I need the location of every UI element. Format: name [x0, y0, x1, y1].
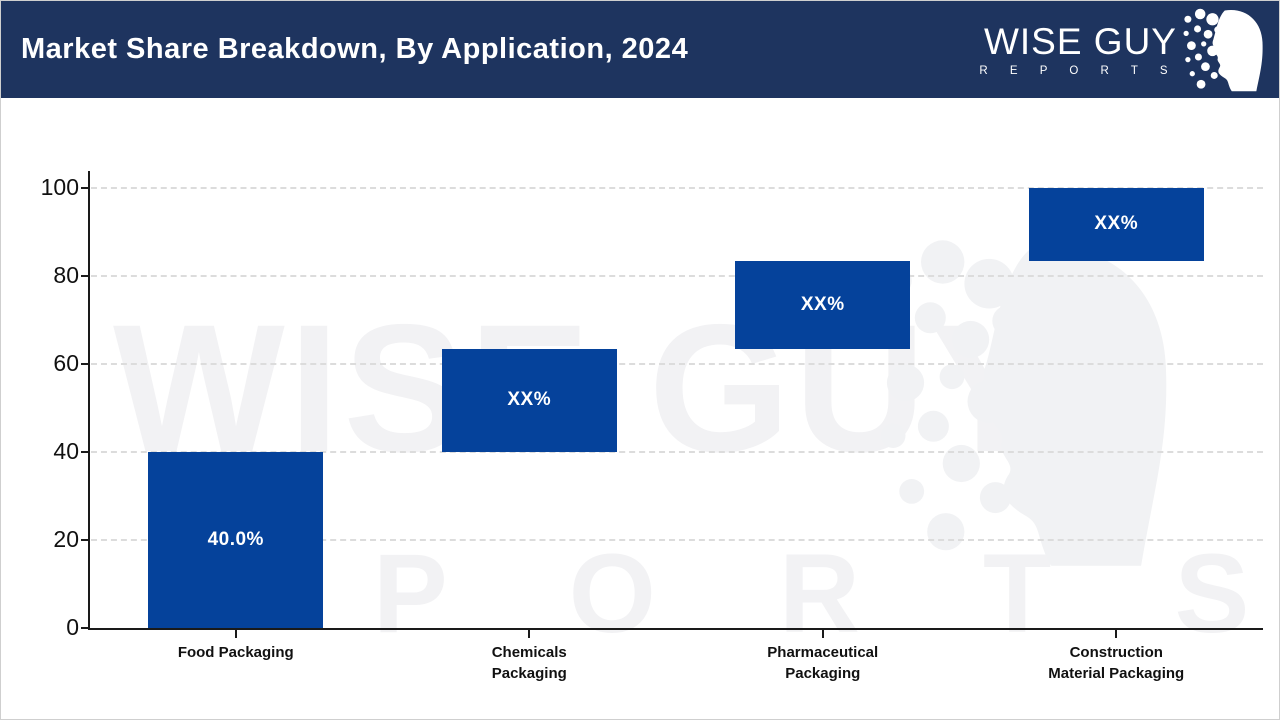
bar-segment: XX% — [1028, 188, 1204, 261]
logo-brand-text: WISE GUY — [983, 20, 1177, 62]
bar-segment: XX% — [441, 348, 617, 452]
wiseguy-head-icon — [1183, 8, 1263, 91]
bar-value-label: XX% — [1094, 213, 1139, 235]
gridline-20 — [91, 539, 1263, 541]
wiseguy-logo: WISE GUY R E P O R T S — [975, 7, 1267, 93]
y-axis-tick-label: 0 — [66, 614, 79, 640]
gridline-100 — [91, 187, 1263, 189]
header-bar: Market Share Breakdown, By Application, … — [1, 1, 1279, 98]
x-axis-line — [88, 628, 1263, 630]
x-axis-category-label: Construction Material Packaging — [1048, 644, 1185, 682]
x-axis-tickmark — [234, 630, 237, 638]
gridline-40 — [91, 451, 1263, 453]
y-axis-tickmark — [81, 275, 89, 277]
x-axis-tickmark — [528, 630, 531, 638]
x-axis-tickmark — [821, 630, 824, 638]
y-axis-tickmark — [81, 539, 89, 541]
y-axis-tick-label: 20 — [53, 526, 79, 552]
y-axis-tickmark — [81, 363, 89, 365]
page-title: Market Share Breakdown, By Application, … — [21, 33, 689, 65]
y-axis-tickmark — [81, 187, 89, 189]
logo-text: WISE GUY R E P O R T S — [975, 23, 1177, 77]
y-axis-tick-label: 80 — [53, 262, 79, 288]
x-axis-tickmark — [1115, 630, 1118, 638]
bar-value-label: 40.0% — [207, 529, 264, 550]
bar-value-label: XX% — [800, 293, 845, 315]
y-axis-tick-label: 40 — [53, 438, 79, 464]
gridline-80 — [91, 275, 1263, 277]
logo-sub-text: R E P O R T S — [979, 64, 1177, 77]
y-axis-line — [88, 171, 90, 630]
watermark-head-graphic — [874, 240, 1167, 566]
y-axis-tick-label: 100 — [40, 174, 79, 200]
bar-value-label: XX% — [507, 389, 552, 411]
y-axis-tickmark — [81, 451, 89, 453]
x-axis-category-label: Chemicals Packaging — [491, 644, 567, 682]
y-axis-tick-label: 60 — [53, 350, 79, 376]
x-axis-category-label: Food Packaging — [177, 644, 294, 661]
bar-segment: 40.0% — [148, 452, 324, 628]
gridline-60 — [91, 363, 1263, 365]
x-axis-category-label: Pharmaceutical Packaging — [767, 644, 879, 682]
y-axis-tickmark — [81, 627, 89, 629]
bar-segment: XX% — [735, 260, 911, 349]
